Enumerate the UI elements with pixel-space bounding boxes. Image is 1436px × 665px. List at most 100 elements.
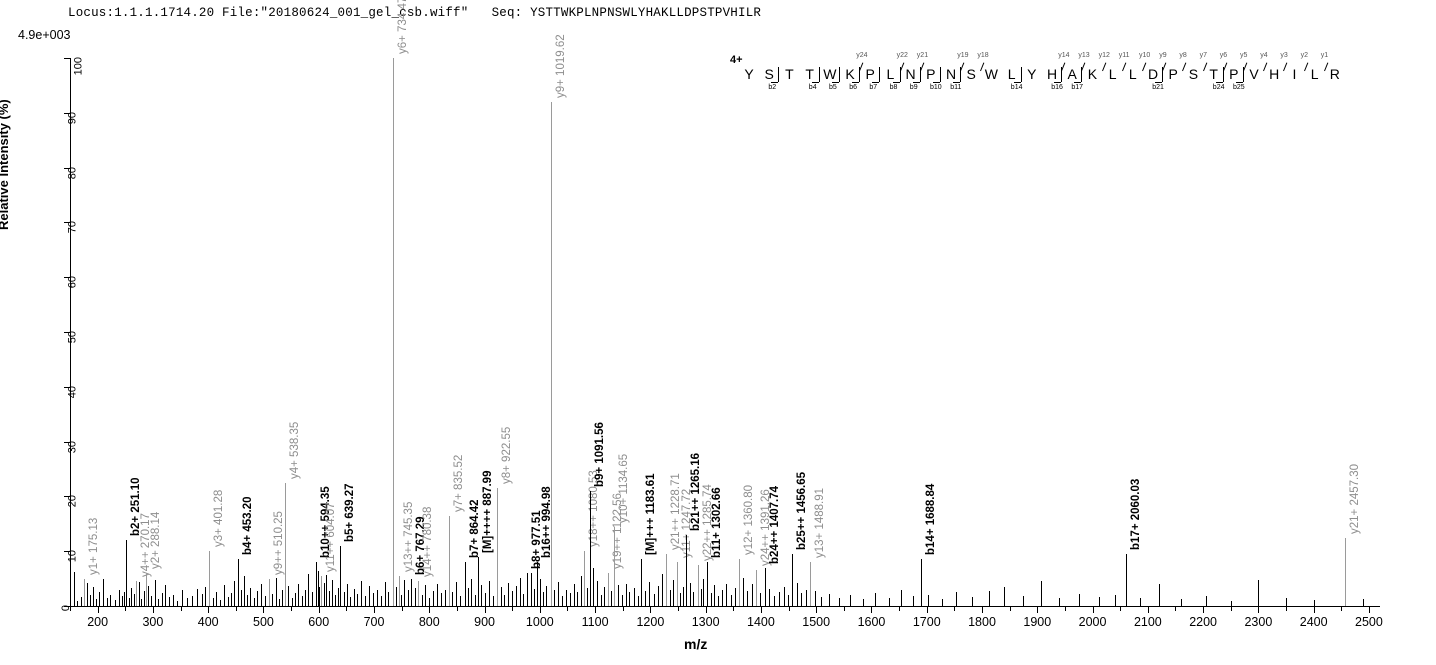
peak-label: b25++ 1456.65 xyxy=(796,471,809,550)
spectrum-peak xyxy=(151,595,153,606)
spectrum-peak xyxy=(1205,596,1207,606)
spectrum-peak xyxy=(350,597,352,606)
x-axis-major-tick xyxy=(208,607,210,613)
spectrum-peak xyxy=(230,593,232,606)
spectrum-peak xyxy=(103,578,105,606)
spectrum-peak xyxy=(734,587,736,606)
sequence-residue: N xyxy=(905,66,916,82)
spectrum-peak xyxy=(93,587,95,606)
spectrum-peak xyxy=(380,595,382,606)
spectrum-peak xyxy=(400,594,402,606)
spectrum-peak xyxy=(319,587,321,606)
y-axis-tick-label: 90 xyxy=(66,111,79,125)
b-ion-tick xyxy=(778,67,780,82)
b-ion-label: b8 xyxy=(889,84,898,91)
b-ion-tick xyxy=(940,67,941,82)
x-axis-major-tick xyxy=(1313,607,1315,613)
sequence-residue: R xyxy=(1329,66,1340,82)
spectrum-peak xyxy=(621,595,623,606)
peak-label: b5+ 639.27 xyxy=(344,483,357,542)
b-ion-label: b25 xyxy=(1233,84,1245,91)
spectrum-peak xyxy=(361,581,363,606)
spectrum-peak xyxy=(250,587,252,606)
x-axis-minor-tick xyxy=(235,607,237,611)
spectrum-peak xyxy=(326,575,328,606)
y-ion-label: y21 xyxy=(916,52,929,59)
spectrum-peak-labeled xyxy=(497,488,499,606)
spectrum-peak xyxy=(308,574,310,606)
spectrum-peak xyxy=(260,584,262,606)
spectrum-peak-labeled xyxy=(739,559,741,606)
spectrum-peak xyxy=(956,592,958,606)
spectrum-peak xyxy=(121,596,123,606)
sequence-residue: P xyxy=(926,66,936,82)
spectrum-peak xyxy=(747,591,749,606)
b-ion-foot xyxy=(892,82,900,83)
spectrum-peak xyxy=(512,590,514,606)
y-ion-label: y9 xyxy=(1159,52,1167,59)
spectrum-peak xyxy=(77,600,79,606)
spectrum-peak xyxy=(346,584,348,606)
y-axis-tick xyxy=(64,386,70,388)
spectrum-peak xyxy=(304,589,306,606)
x-axis-tick-label: 1100 xyxy=(581,615,609,629)
spectrum-peak xyxy=(1114,595,1116,606)
spectrum-peak xyxy=(722,590,724,606)
spectrum-peak-labeled xyxy=(146,573,148,606)
sequence-residue: P xyxy=(1229,66,1239,82)
x-axis-major-tick xyxy=(1147,607,1149,613)
spectrum-peak xyxy=(500,587,502,606)
sequence-residue: T xyxy=(805,66,814,82)
spectrum-peak xyxy=(234,580,236,606)
peak-label: y4+ 538.35 xyxy=(288,421,301,479)
spectrum-peak xyxy=(404,580,406,606)
x-axis-tick-label: 2400 xyxy=(1299,615,1328,629)
peak-label: y11++ 604.07 xyxy=(324,502,337,572)
sequence-residue: D xyxy=(1147,66,1159,82)
spectrum-peak xyxy=(131,588,133,606)
spectrum-peak xyxy=(141,598,143,606)
spectrum-peak-labeled xyxy=(269,578,271,606)
sequence-residue: S xyxy=(966,66,976,82)
x-axis-minor-tick xyxy=(1341,607,1343,611)
spectrum-peak xyxy=(488,580,490,606)
spectrum-peak xyxy=(253,598,255,606)
x-axis-tick-label: 1200 xyxy=(636,615,665,629)
spectrum-peak xyxy=(850,595,852,606)
spectrum-peak xyxy=(516,586,518,606)
sequence-residue: Y xyxy=(744,66,754,82)
spectrum-peak xyxy=(143,590,145,606)
sequence-residue: T xyxy=(1209,66,1218,82)
spectrum-peak xyxy=(281,590,283,606)
peak-label: b24++ 1407.74 xyxy=(769,485,782,564)
b-ion-label: b2 xyxy=(768,84,777,91)
spectrum-peak xyxy=(1258,579,1260,606)
spectrum-peak xyxy=(1040,580,1042,606)
peak-label: b17+ 2060.03 xyxy=(1129,478,1142,550)
y-axis-tick-label: 30 xyxy=(66,440,79,453)
spectrum-peak xyxy=(118,589,120,606)
spectrum-peak xyxy=(372,592,374,606)
spectrum-peak-labeled xyxy=(320,575,322,606)
x-axis-major-tick xyxy=(374,607,375,613)
y-axis-tick xyxy=(64,58,70,59)
sequence-residue: V xyxy=(1249,66,1259,82)
spectrum-peak-labeled xyxy=(537,562,539,606)
spectrum-peak-labeled xyxy=(707,562,709,606)
x-axis-major-tick xyxy=(1258,607,1260,613)
spectrum-peak xyxy=(485,592,487,606)
x-axis-title: m/z xyxy=(684,636,708,652)
x-axis-minor-tick xyxy=(1230,607,1232,611)
spectrum-peak xyxy=(971,597,973,606)
b-ion-label: b4 xyxy=(808,84,817,91)
spectrum-peak-labeled xyxy=(765,567,767,606)
spectrum-peak xyxy=(291,597,293,606)
spectrum-peak xyxy=(80,597,82,606)
x-axis-major-tick xyxy=(1092,607,1094,613)
spectrum-peak xyxy=(1004,587,1006,606)
spectrum-peak xyxy=(243,576,245,606)
peak-label: y9++ 510.25 xyxy=(273,510,286,575)
b-ion-label: b7 xyxy=(869,84,878,91)
spectrum-peak xyxy=(407,590,409,606)
b-ion-tick xyxy=(839,67,840,82)
